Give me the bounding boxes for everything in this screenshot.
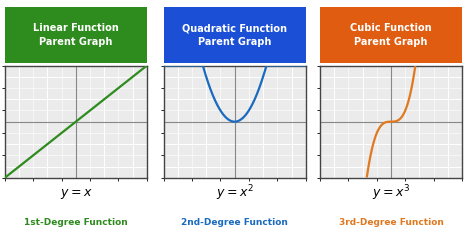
Text: 3rd-Degree Function: 3rd-Degree Function [338, 218, 444, 227]
Text: Linear Function
Parent Graph: Linear Function Parent Graph [33, 23, 118, 47]
Text: 2nd-Degree Function: 2nd-Degree Function [181, 218, 288, 227]
Text: $y = x^2$: $y = x^2$ [216, 184, 254, 203]
Text: $y = x$: $y = x$ [60, 186, 92, 201]
Text: Quadratic Function
Parent Graph: Quadratic Function Parent Graph [182, 23, 287, 47]
Text: Cubic Function
Parent Graph: Cubic Function Parent Graph [350, 23, 432, 47]
Text: $y = x^3$: $y = x^3$ [372, 184, 410, 203]
Text: 1st-Degree Function: 1st-Degree Function [24, 218, 128, 227]
